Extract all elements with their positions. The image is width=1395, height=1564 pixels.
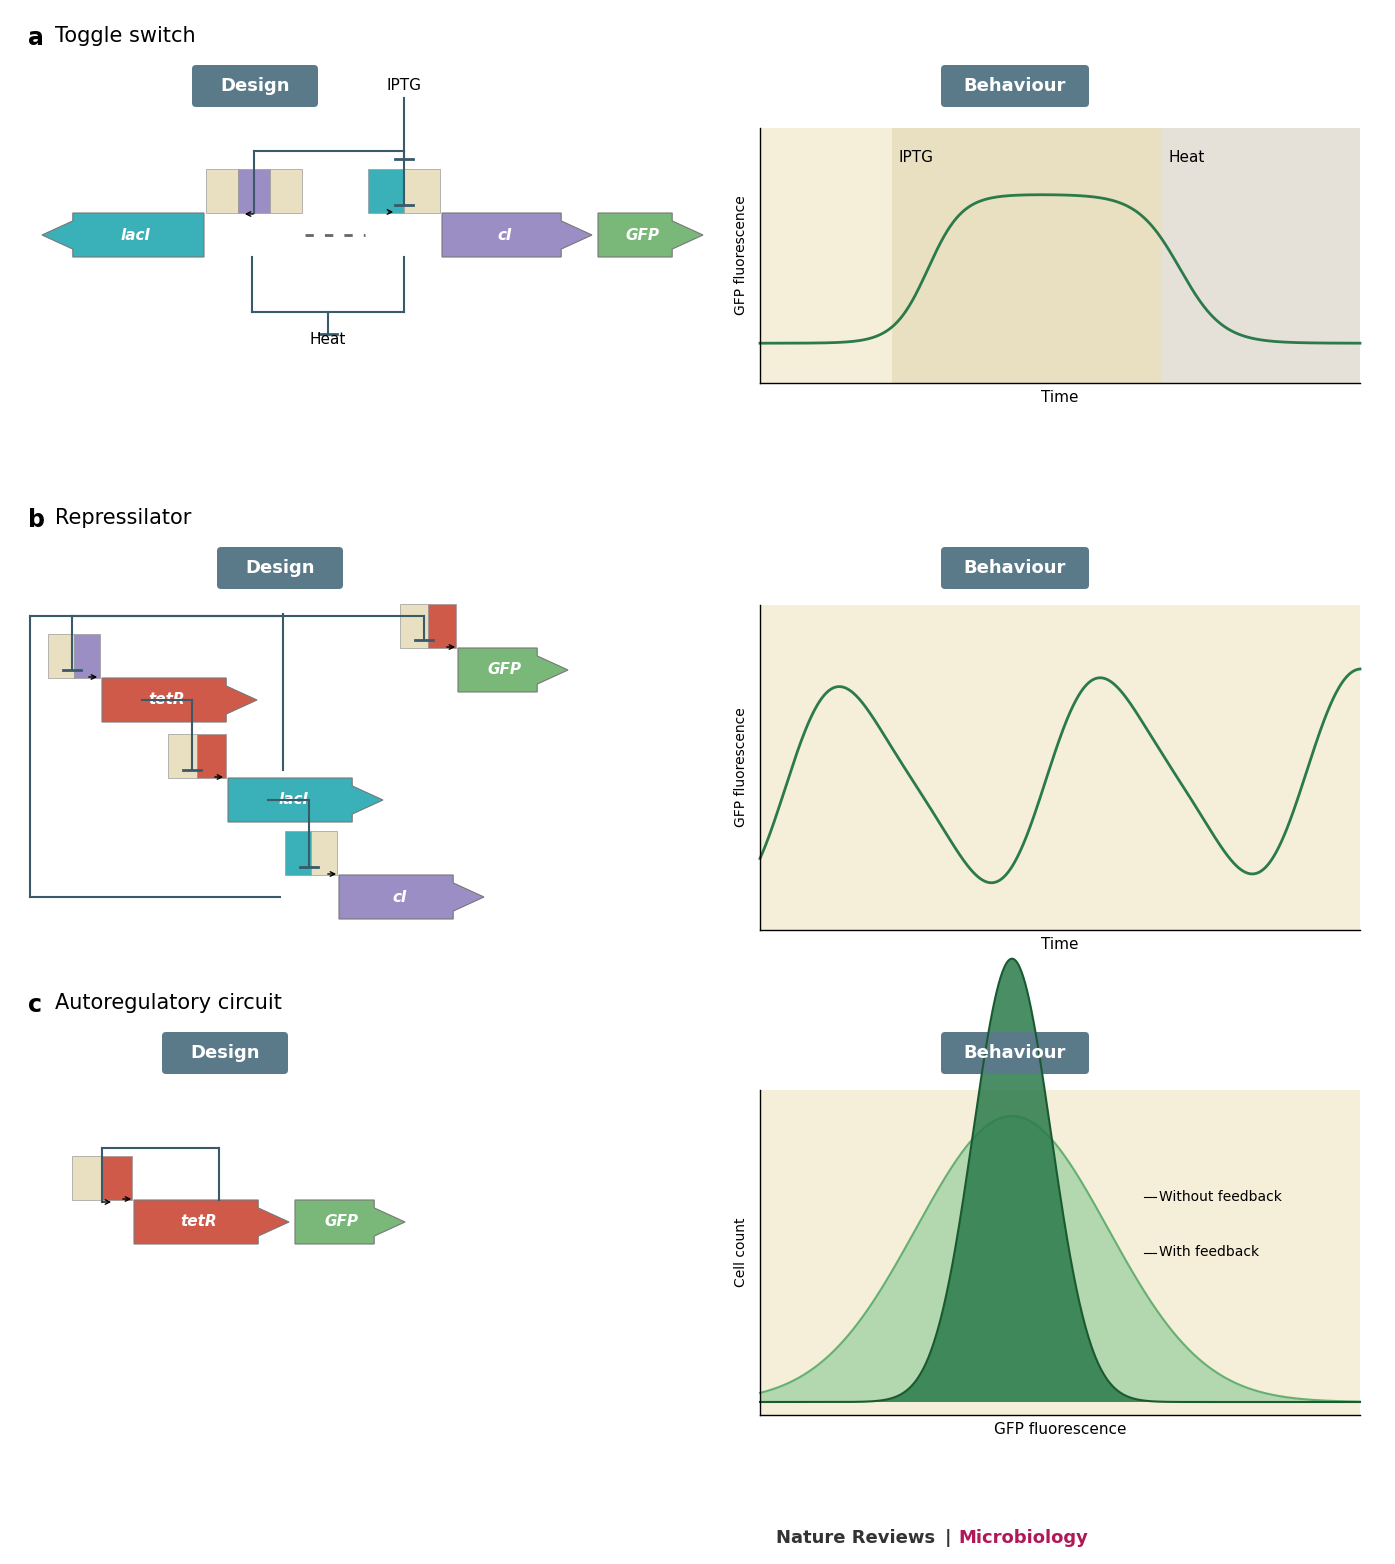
- Bar: [891, 128, 1162, 383]
- FancyBboxPatch shape: [218, 547, 343, 590]
- Text: GFP fluorescence: GFP fluorescence: [993, 1422, 1126, 1437]
- Bar: [239, 169, 271, 213]
- Polygon shape: [598, 213, 703, 256]
- Text: Design: Design: [220, 77, 290, 95]
- Bar: [167, 734, 197, 777]
- Text: Design: Design: [246, 558, 315, 577]
- Text: c: c: [28, 993, 42, 1017]
- Text: Heat: Heat: [1168, 150, 1204, 164]
- Text: Design: Design: [190, 1045, 259, 1062]
- Text: b: b: [28, 508, 45, 532]
- Text: Nature Reviews: Nature Reviews: [776, 1530, 935, 1547]
- Text: lacI: lacI: [121, 227, 151, 242]
- FancyBboxPatch shape: [942, 1032, 1089, 1074]
- Text: GFP fluorescence: GFP fluorescence: [734, 196, 748, 316]
- Text: Cell count: Cell count: [734, 1218, 748, 1287]
- Text: GFP: GFP: [487, 663, 522, 677]
- Polygon shape: [227, 777, 384, 823]
- Text: Microbiology: Microbiology: [958, 1530, 1088, 1547]
- Text: Heat: Heat: [310, 332, 346, 347]
- Text: Without feedback: Without feedback: [1159, 1190, 1282, 1204]
- Bar: [73, 1156, 102, 1200]
- Bar: [1162, 128, 1360, 383]
- Bar: [285, 830, 311, 874]
- Bar: [428, 604, 456, 647]
- Polygon shape: [442, 213, 591, 256]
- Text: Repressilator: Repressilator: [54, 508, 191, 529]
- Bar: [271, 169, 301, 213]
- Bar: [197, 734, 226, 777]
- Bar: [206, 169, 239, 213]
- FancyBboxPatch shape: [942, 547, 1089, 590]
- Text: Time: Time: [1041, 389, 1078, 405]
- Text: Behaviour: Behaviour: [964, 558, 1066, 577]
- Polygon shape: [458, 647, 568, 691]
- Polygon shape: [42, 213, 204, 256]
- Bar: [368, 169, 405, 213]
- Text: |: |: [944, 1530, 951, 1547]
- Bar: [405, 169, 439, 213]
- Text: tetR: tetR: [181, 1215, 218, 1229]
- Text: GFP: GFP: [625, 227, 658, 242]
- Bar: [102, 1156, 133, 1200]
- Text: lacI: lacI: [278, 793, 308, 807]
- FancyBboxPatch shape: [942, 66, 1089, 106]
- FancyBboxPatch shape: [162, 1032, 287, 1074]
- Text: a: a: [28, 27, 43, 50]
- Text: Toggle switch: Toggle switch: [54, 27, 195, 45]
- Text: IPTG: IPTG: [386, 78, 421, 92]
- Text: cI: cI: [498, 227, 512, 242]
- Bar: [400, 604, 428, 647]
- Text: IPTG: IPTG: [898, 150, 933, 164]
- Text: tetR: tetR: [149, 693, 186, 707]
- Polygon shape: [134, 1200, 289, 1243]
- Text: Autoregulatory circuit: Autoregulatory circuit: [54, 993, 282, 1013]
- Bar: [760, 128, 1360, 383]
- Text: Behaviour: Behaviour: [964, 1045, 1066, 1062]
- Text: GFP: GFP: [324, 1215, 359, 1229]
- Bar: [47, 633, 74, 679]
- Bar: [311, 830, 338, 874]
- FancyBboxPatch shape: [193, 66, 318, 106]
- Text: GFP fluorescence: GFP fluorescence: [734, 707, 748, 827]
- Bar: [760, 1090, 1360, 1415]
- Polygon shape: [294, 1200, 405, 1243]
- Polygon shape: [102, 679, 257, 723]
- Text: Time: Time: [1041, 937, 1078, 952]
- Text: With feedback: With feedback: [1159, 1245, 1260, 1259]
- Bar: [760, 605, 1360, 931]
- Polygon shape: [339, 874, 484, 920]
- Bar: [74, 633, 100, 679]
- Text: cI: cI: [392, 890, 407, 904]
- Text: Behaviour: Behaviour: [964, 77, 1066, 95]
